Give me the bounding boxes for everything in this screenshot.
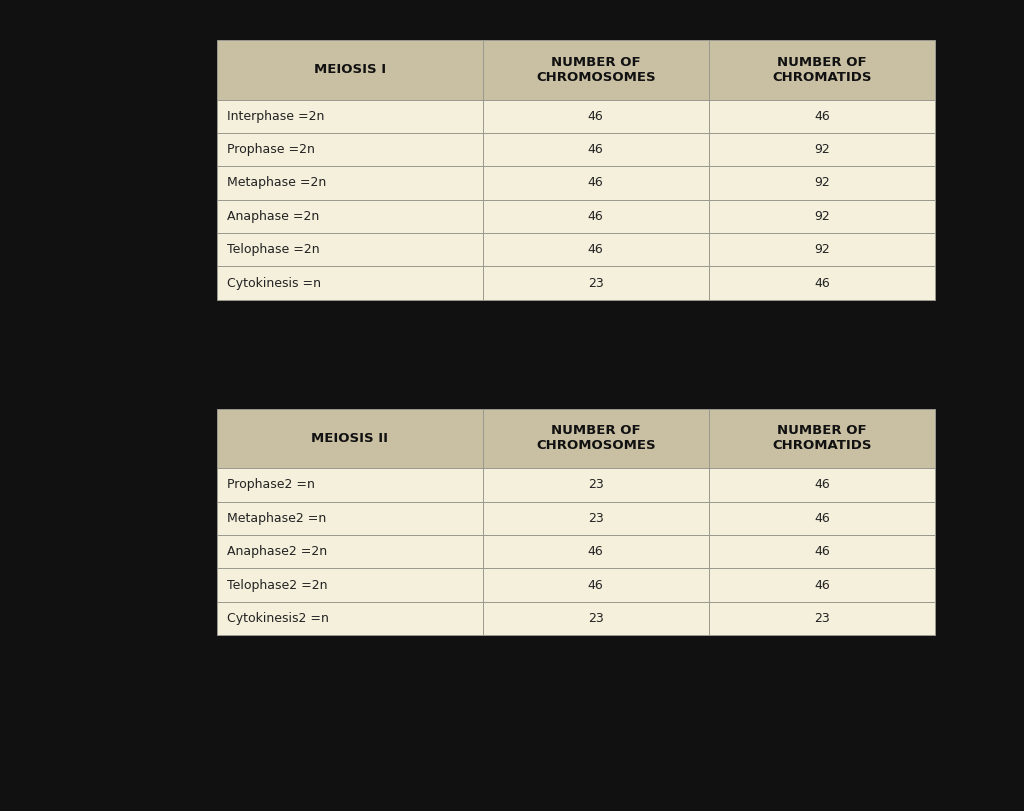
Text: NUMBER OF
CHROMATIDS: NUMBER OF CHROMATIDS [772, 56, 871, 84]
Text: NUMBER OF
CHROMOSOMES: NUMBER OF CHROMOSOMES [536, 424, 655, 453]
Text: 92: 92 [814, 210, 829, 223]
Bar [709, 409, 935, 468]
Bar [217, 133, 482, 166]
Bar [217, 569, 482, 602]
Bar [482, 100, 709, 133]
Bar [709, 233, 935, 267]
Bar [709, 266, 935, 300]
Bar [709, 100, 935, 133]
Text: MEIOSIS I: MEIOSIS I [313, 63, 386, 76]
Text: 46: 46 [588, 545, 603, 558]
Bar [482, 40, 709, 100]
Bar [709, 468, 935, 502]
Text: Prophase2 =n: Prophase2 =n [227, 478, 315, 491]
Text: MEIOSIS II: MEIOSIS II [311, 432, 388, 445]
Text: Cytokinesis =n: Cytokinesis =n [227, 277, 322, 290]
Text: 46: 46 [814, 478, 829, 491]
Text: 23: 23 [588, 277, 603, 290]
Text: 46: 46 [588, 243, 603, 256]
Text: 46: 46 [814, 512, 829, 525]
Text: 92: 92 [814, 143, 829, 156]
Bar [482, 502, 709, 535]
Bar [482, 535, 709, 569]
Bar [482, 166, 709, 200]
Bar [217, 166, 482, 200]
Text: 46: 46 [588, 210, 603, 223]
Bar [217, 468, 482, 502]
Bar [709, 502, 935, 535]
Bar [709, 166, 935, 200]
Bar [217, 233, 482, 267]
Bar [709, 602, 935, 635]
Text: 92: 92 [814, 243, 829, 256]
Text: 46: 46 [588, 143, 603, 156]
Text: Metaphase2 =n: Metaphase2 =n [227, 512, 327, 525]
Text: Telophase2 =2n: Telophase2 =2n [227, 578, 328, 591]
Text: After Cytokinesis 2, there are four daughter cells, each with n
chromosomes and : After Cytokinesis 2, there are four daug… [221, 653, 709, 683]
Bar [217, 100, 482, 133]
Bar [482, 200, 709, 233]
Text: 46: 46 [814, 578, 829, 591]
Text: Anaphase =2n: Anaphase =2n [227, 210, 319, 223]
Text: Cytokinesis2 =n: Cytokinesis2 =n [227, 612, 329, 625]
Text: 23: 23 [588, 478, 603, 491]
Text: Interphase =2n: Interphase =2n [227, 109, 325, 122]
Bar [709, 569, 935, 602]
Text: Anaphase2 =2n: Anaphase2 =2n [227, 545, 328, 558]
Text: 46: 46 [588, 578, 603, 591]
Text: 92: 92 [814, 177, 829, 190]
Bar [217, 200, 482, 233]
Bar [482, 133, 709, 166]
Text: 23: 23 [588, 512, 603, 525]
Text: Prophase =2n: Prophase =2n [227, 143, 315, 156]
Bar [217, 40, 482, 100]
Bar [217, 502, 482, 535]
Text: 46: 46 [588, 109, 603, 122]
Bar [709, 133, 935, 166]
Text: 46: 46 [814, 545, 829, 558]
Bar [217, 535, 482, 569]
Bar [709, 535, 935, 569]
Text: 46: 46 [588, 177, 603, 190]
Text: 23: 23 [814, 612, 829, 625]
Text: 46: 46 [814, 277, 829, 290]
Bar [482, 602, 709, 635]
Bar [482, 569, 709, 602]
Text: 46: 46 [814, 109, 829, 122]
Bar [217, 266, 482, 300]
Bar [217, 602, 482, 635]
Bar [482, 409, 709, 468]
Bar [482, 468, 709, 502]
Text: NUMBER OF
CHROMOSOMES: NUMBER OF CHROMOSOMES [536, 56, 655, 84]
Text: 23: 23 [588, 612, 603, 625]
Bar [709, 40, 935, 100]
Bar [482, 233, 709, 267]
Bar [709, 200, 935, 233]
Text: Metaphase =2n: Metaphase =2n [227, 177, 327, 190]
Text: NUMBER OF
CHROMATIDS: NUMBER OF CHROMATIDS [772, 424, 871, 453]
Text: Telophase =2n: Telophase =2n [227, 243, 319, 256]
Bar [482, 266, 709, 300]
Bar [217, 409, 482, 468]
Text: After Cytokinesis I, there are two daughter cells, each with n
chromosomes with : After Cytokinesis I, there are two daugh… [221, 317, 626, 345]
